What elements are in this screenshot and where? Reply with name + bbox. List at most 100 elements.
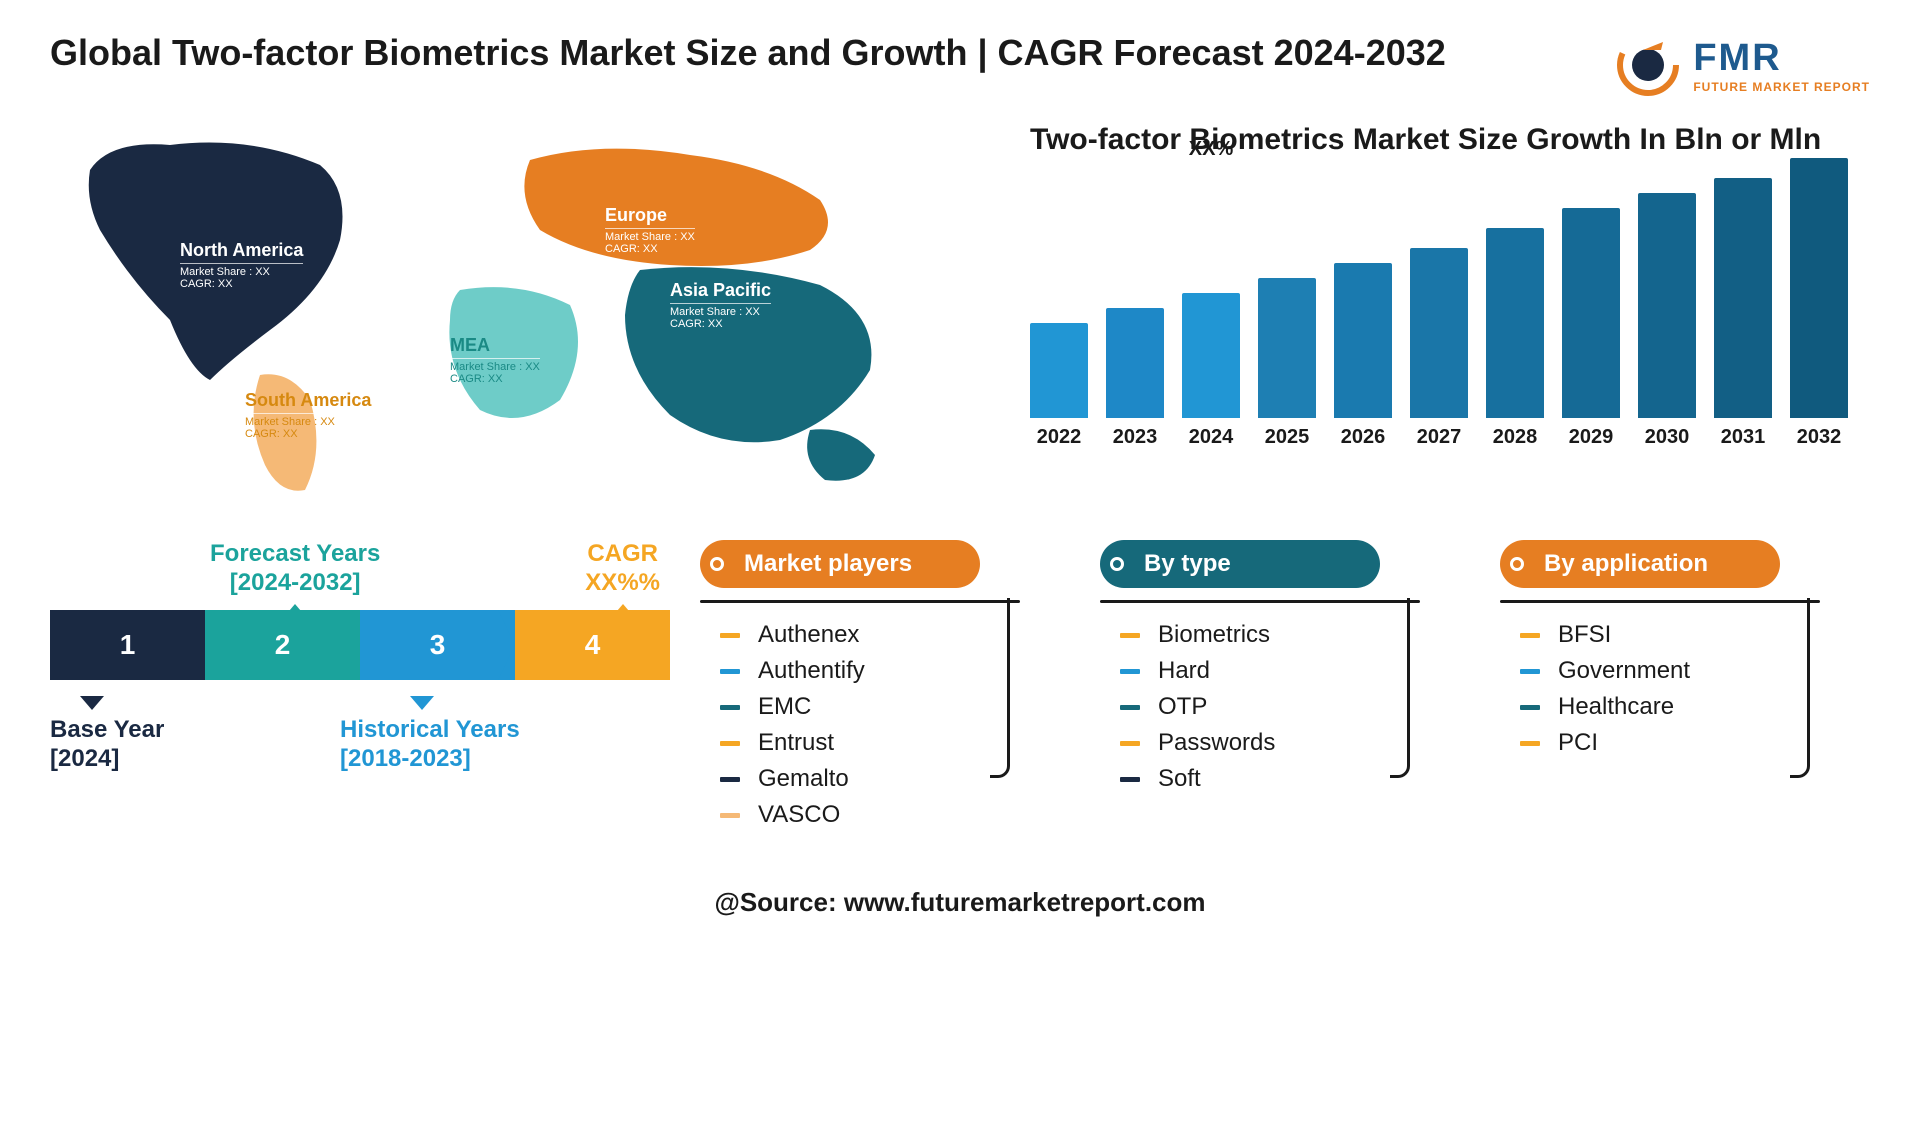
bullet-icon — [1520, 741, 1540, 746]
category-list: Authenex Authentify EMC Entrust Gemalto VASCO — [700, 621, 1070, 829]
bullet-icon — [720, 813, 740, 818]
historical-label: Historical Years — [340, 716, 520, 745]
callout-historical: Historical Years [2018-2023] — [340, 690, 520, 774]
header: Global Two-factor Biometrics Market Size… — [50, 30, 1870, 100]
item-label: VASCO — [758, 801, 840, 829]
bar — [1030, 323, 1088, 418]
region-cagr: CAGR: XX — [670, 318, 771, 330]
list-item: Entrust — [720, 729, 1070, 757]
region-label: EuropeMarket Share : XXCAGR: XX — [605, 205, 695, 255]
bar-year-label: 2030 — [1645, 426, 1690, 449]
bar-annotation: XX% — [1189, 138, 1233, 161]
item-label: Entrust — [758, 729, 834, 757]
historical-range: [2018-2023] — [340, 745, 520, 774]
category-header: By application — [1500, 540, 1780, 588]
divider — [700, 600, 1020, 603]
region-cagr: CAGR: XX — [245, 428, 371, 440]
region-name: Asia Pacific — [670, 280, 771, 301]
bar — [1790, 158, 1848, 418]
category-header: By type — [1100, 540, 1380, 588]
list-item: Passwords — [1120, 729, 1470, 757]
bullet-icon — [720, 669, 740, 674]
timeline-bar: 1 2 3 4 — [50, 610, 670, 680]
bullet-icon — [1120, 705, 1140, 710]
bar — [1410, 248, 1468, 418]
timeline-seg-2: 2 — [205, 610, 360, 680]
arrow-down-icon — [80, 696, 104, 710]
page-title: Global Two-factor Biometrics Market Size… — [50, 30, 1446, 77]
logo-full: FUTURE MARKET REPORT — [1693, 80, 1870, 94]
item-label: Government — [1558, 657, 1690, 685]
list-item: Soft — [1120, 765, 1470, 793]
region-label: Asia Pacific Market Share : XXCAGR: XX — [670, 280, 771, 330]
bar-group: 2028 — [1486, 228, 1544, 449]
logo-abbr: FMR — [1693, 37, 1870, 80]
logo: FMR FUTURE MARKET REPORT — [1613, 30, 1870, 100]
timeline: Forecast Years [2024-2032] CAGR XX%% 1 2… — [50, 540, 670, 680]
source-text: @Source: www.futuremarketreport.com — [50, 887, 1870, 918]
list-item: Authentify — [720, 657, 1070, 685]
region-cagr: CAGR: XX — [605, 243, 695, 255]
dot-icon — [1110, 557, 1124, 571]
item-label: Hard — [1158, 657, 1210, 685]
region-share: Market Share : XX — [450, 361, 540, 373]
region-cagr: CAGR: XX — [450, 373, 540, 385]
item-label: Gemalto — [758, 765, 849, 793]
region-share: Market Share : XX — [670, 306, 771, 318]
bar-year-label: 2022 — [1037, 426, 1082, 449]
category-title: Market players — [744, 550, 912, 578]
item-label: Authenex — [758, 621, 859, 649]
region-share: Market Share : XX — [180, 266, 303, 278]
bar-year-label: 2026 — [1341, 426, 1386, 449]
list-item: BFSI — [1520, 621, 1870, 649]
item-label: OTP — [1158, 693, 1207, 721]
bar-year-label: 2028 — [1493, 426, 1538, 449]
region-label: MEAMarket Share : XXCAGR: XX — [450, 335, 540, 385]
bar — [1714, 178, 1772, 418]
list-item: EMC — [720, 693, 1070, 721]
category-header: Market players — [700, 540, 980, 588]
chart-title: Two-factor Biometrics Market Size Growth… — [1030, 120, 1870, 159]
bar-group: 2031 — [1714, 178, 1772, 449]
bar — [1258, 278, 1316, 418]
list-item: PCI — [1520, 729, 1870, 757]
bar-group: XX%2024 — [1182, 293, 1240, 449]
list-item: Biometrics — [1120, 621, 1470, 649]
item-label: Soft — [1158, 765, 1201, 793]
top-row: North AmericaMarket Share : XXCAGR: XXSo… — [50, 120, 1870, 500]
bar-year-label: 2027 — [1417, 426, 1462, 449]
base-label: Base Year — [50, 716, 164, 745]
category-box: By application BFSI Government Healthcare PC… — [1500, 540, 1870, 837]
bar — [1638, 193, 1696, 418]
item-label: Healthcare — [1558, 693, 1674, 721]
bar — [1334, 263, 1392, 418]
base-range: [2024] — [50, 745, 164, 774]
region-name: North America — [180, 240, 303, 261]
bar — [1182, 293, 1240, 418]
item-label: Passwords — [1158, 729, 1275, 757]
world-map: North AmericaMarket Share : XXCAGR: XXSo… — [50, 120, 950, 500]
region-label: North AmericaMarket Share : XXCAGR: XX — [180, 240, 303, 290]
bullet-icon — [1120, 669, 1140, 674]
bullet-icon — [720, 705, 740, 710]
bar-year-label: 2024 — [1189, 426, 1234, 449]
bottom-row: Forecast Years [2024-2032] CAGR XX%% 1 2… — [50, 540, 1870, 837]
region-name: South America — [245, 390, 371, 411]
category-title: By application — [1544, 550, 1708, 578]
category-box: By type Biometrics Hard OTP Passwords Soft — [1100, 540, 1470, 837]
bar-chart: Two-factor Biometrics Market Size Growth… — [990, 120, 1870, 500]
forecast-range: [2024-2032] — [210, 569, 380, 598]
item-label: PCI — [1558, 729, 1598, 757]
timeline-seg-1: 1 — [50, 610, 205, 680]
list-item: Hard — [1120, 657, 1470, 685]
item-label: BFSI — [1558, 621, 1611, 649]
list-item: Government — [1520, 657, 1870, 685]
bar-group: 2030 — [1638, 193, 1696, 449]
forecast-label: Forecast Years — [210, 540, 380, 569]
dot-icon — [710, 557, 724, 571]
timeline-seg-4: 4 — [515, 610, 670, 680]
list-item: OTP — [1120, 693, 1470, 721]
item-label: EMC — [758, 693, 811, 721]
list-item: Authenex — [720, 621, 1070, 649]
timeline-seg-3: 3 — [360, 610, 515, 680]
